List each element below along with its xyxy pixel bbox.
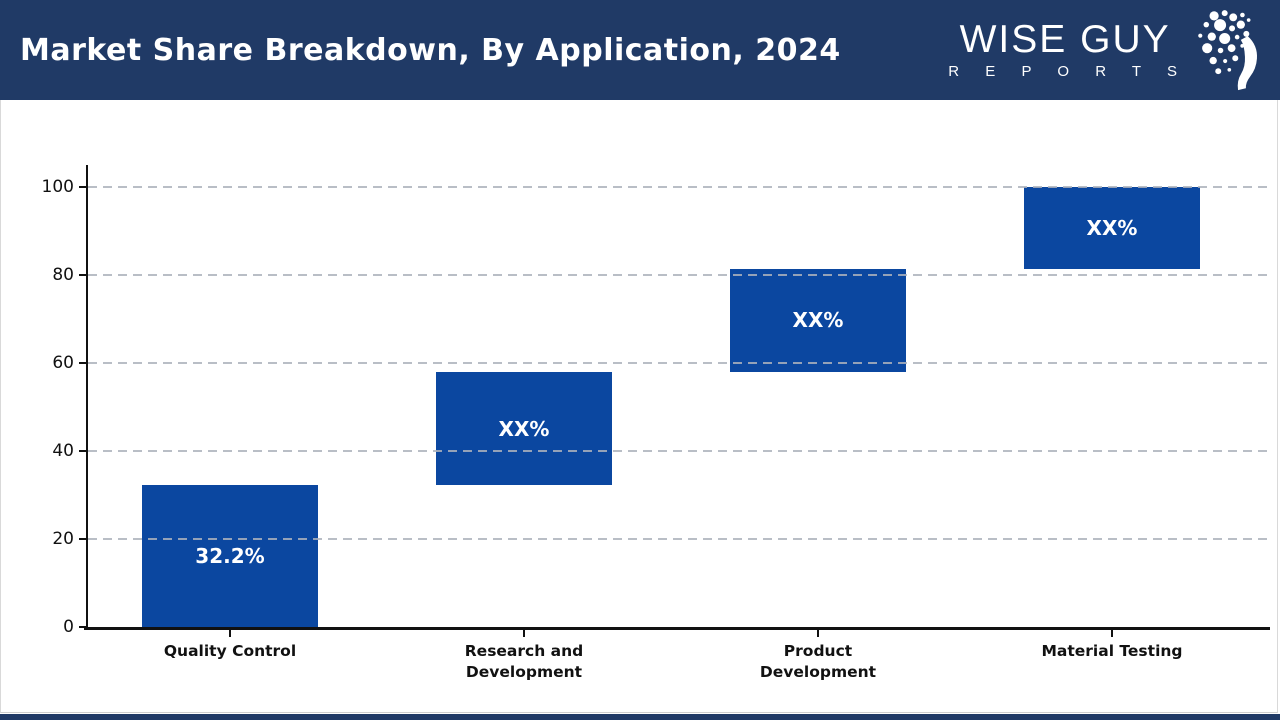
y-tick-mark <box>79 450 87 452</box>
y-tick-label: 0 <box>63 617 74 637</box>
bar-quality-control: 32.2% <box>142 485 318 627</box>
logo-text: WISE GUY R E P O R T S <box>942 18 1188 80</box>
gridline-y-100 <box>88 186 1270 188</box>
bar-product-development: XX% <box>730 268 906 372</box>
x-tick-label-material-testing: Material Testing <box>1041 642 1183 660</box>
x-tick-mark <box>523 627 525 637</box>
wise-guy-reports-logo: WISE GUY R E P O R T S <box>942 6 1262 94</box>
bar-value-label: XX% <box>1086 215 1138 240</box>
header-bar: Market Share Breakdown, By Application, … <box>0 0 1280 100</box>
x-tick-mark <box>1111 627 1113 637</box>
y-tick-label: 40 <box>52 441 74 461</box>
y-axis-line <box>86 165 88 629</box>
logo-head-icon <box>1198 10 1258 91</box>
y-tick-mark <box>79 538 87 540</box>
bar-value-label: XX% <box>792 308 844 333</box>
y-tick-mark <box>79 362 87 364</box>
y-tick-mark <box>79 274 87 276</box>
x-tick-label-product-development: Product Development <box>759 642 877 681</box>
x-tick-label-research-and-development: Research and Development <box>464 642 584 681</box>
y-tick-mark <box>79 626 87 628</box>
logo-subtitle: R E P O R T S <box>948 62 1188 80</box>
y-tick-label: 100 <box>41 177 74 197</box>
y-tick-label: 20 <box>52 529 74 549</box>
x-tick-mark <box>229 627 231 637</box>
y-tick-label: 80 <box>52 265 74 285</box>
gridline-y-40 <box>88 450 1270 452</box>
gridline-y-80 <box>88 274 1270 276</box>
x-axis-line <box>84 627 1270 630</box>
y-tick-label: 60 <box>52 353 74 373</box>
gridline-y-60 <box>88 362 1270 364</box>
x-tick-mark <box>817 627 819 637</box>
logo-wordmark: WISE GUY <box>959 18 1171 62</box>
footer-bar <box>0 714 1280 720</box>
bar-value-label: 32.2% <box>195 544 265 569</box>
y-tick-mark <box>79 186 87 188</box>
gridline-y-20 <box>88 538 1270 540</box>
x-tick-label-quality-control: Quality Control <box>163 642 297 660</box>
bar-research-and-development: XX% <box>436 371 612 486</box>
page-title: Market Share Breakdown, By Application, … <box>20 32 841 68</box>
bar-material-testing: XX% <box>1024 187 1200 269</box>
bar-value-label: XX% <box>498 416 550 441</box>
